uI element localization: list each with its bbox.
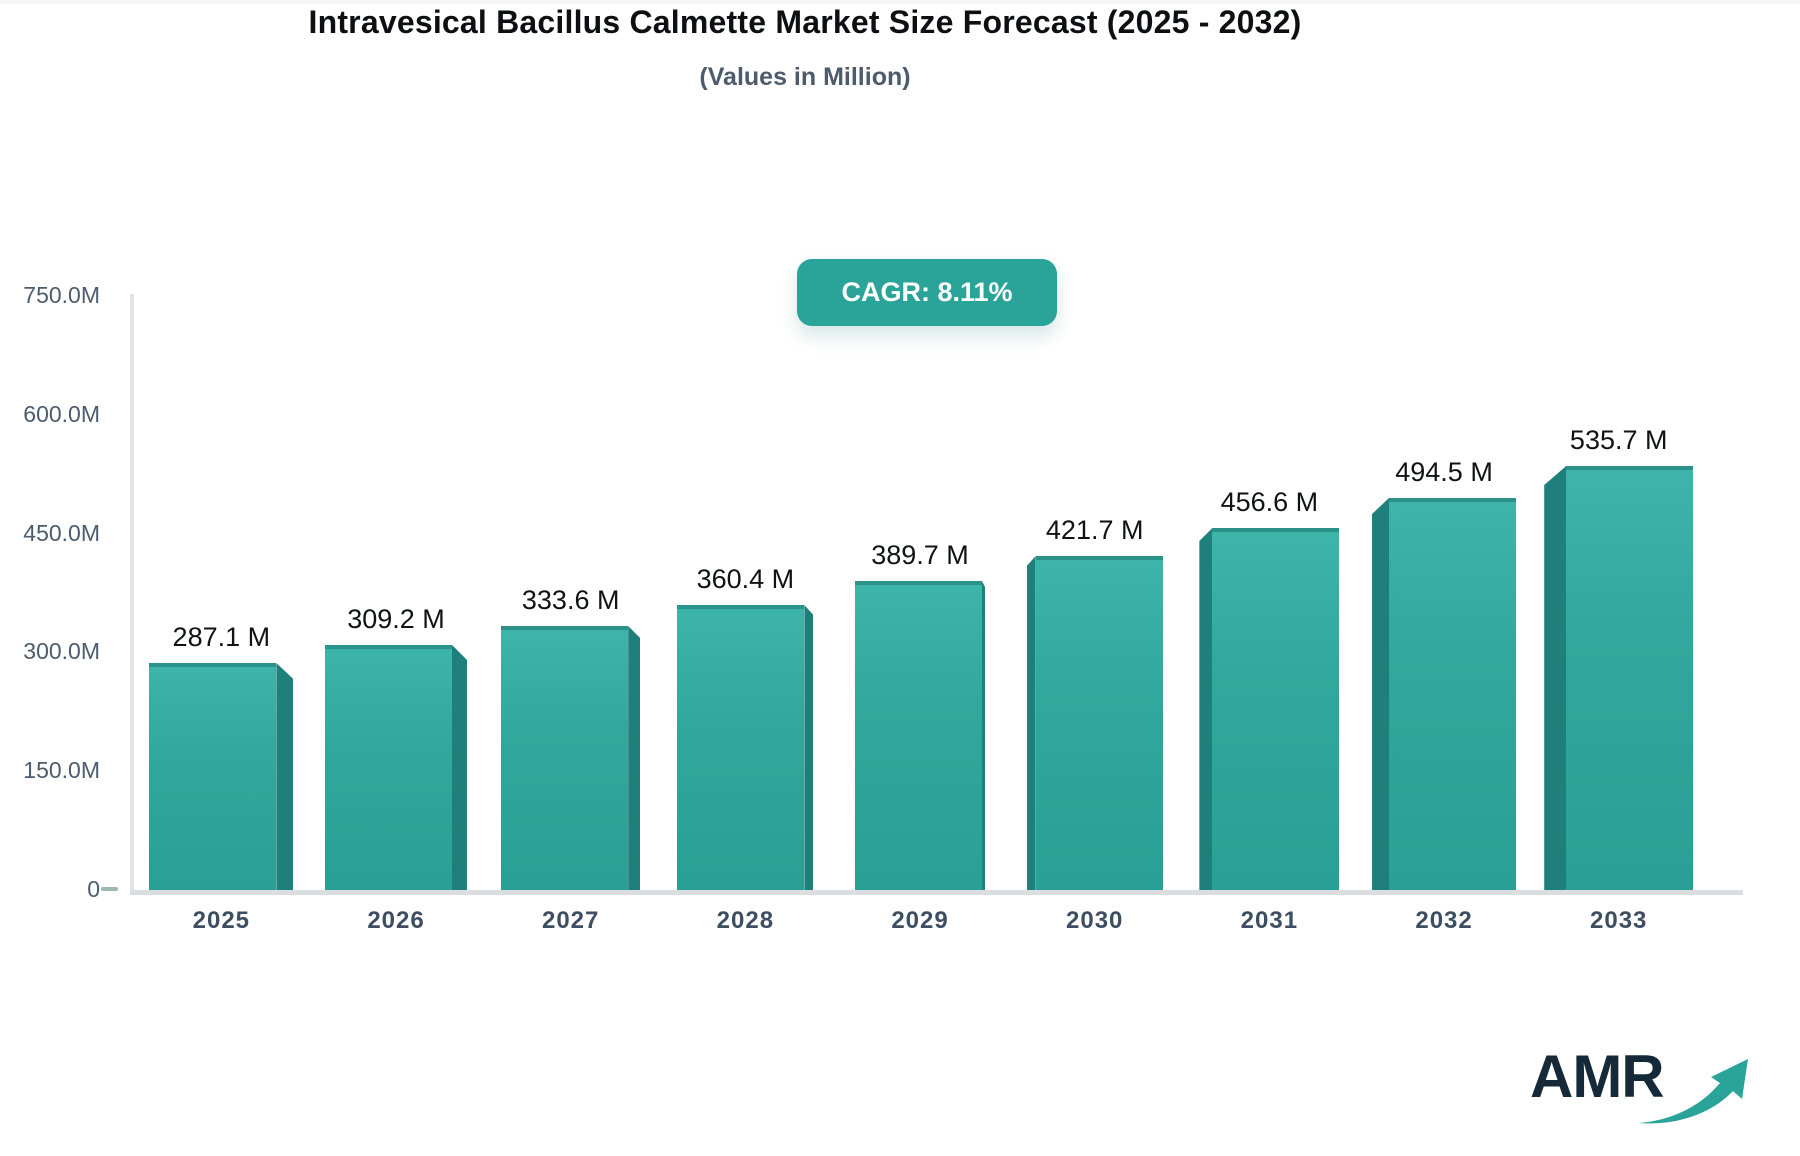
zero-tick-mark: [101, 887, 118, 891]
y-tick-label: 600.0M: [23, 401, 100, 427]
bar-face: [501, 626, 629, 890]
bar-2029: 389.7 M: [855, 540, 986, 890]
bar-face: [1389, 498, 1517, 890]
year-label-2027: 2027: [541, 907, 600, 934]
bars-area: 287.1 M 309.2 M 333.6 M 360.4 M 389.7 M 421.7…: [134, 4, 1706, 890]
bar-value-label: 389.7 M: [871, 540, 969, 570]
x-axis-labels: 2025 2026 2027 2028 2029 2030 2031 2032 2033: [134, 907, 1706, 935]
bar-side: [1544, 466, 1567, 890]
bar-side: [452, 645, 467, 890]
header: Intravesical Bacillus Calmette Market Si…: [0, 4, 1610, 92]
bar-value-label: 421.7 M: [1045, 515, 1144, 545]
bar-group-2032: 494.5 M: [1357, 4, 1532, 890]
amr-logo-text: AMR: [1530, 1043, 1665, 1110]
amr-logo: AMR: [1530, 1042, 1760, 1132]
bar-value-label: 287.1 M: [172, 622, 271, 652]
chart-subtitle: (Values in Million): [699, 63, 911, 91]
y-tick-label: 0: [87, 876, 100, 902]
bar-side: [982, 581, 986, 890]
year-label-2030: 2030: [1066, 907, 1124, 934]
bar-2027: 333.6 M: [501, 585, 641, 890]
cagr-badge-label: CAGR: 8.11%: [841, 277, 1013, 307]
y-tick-label: 300.0M: [23, 638, 100, 664]
bar-2033: 535.7 M: [1544, 425, 1694, 890]
bar-group-2033: 535.7 M: [1531, 4, 1706, 890]
y-tick-label: 450.0M: [23, 520, 100, 546]
bar-face: [1566, 466, 1694, 890]
y-tick-label: 150.0M: [23, 757, 100, 783]
year-label-2029: 2029: [891, 907, 949, 934]
chart-title: Intravesical Bacillus Calmette Market Si…: [308, 4, 1302, 40]
bar-2030: 421.7 M: [1026, 515, 1163, 890]
bar-value-label: 456.6 M: [1220, 487, 1319, 517]
bar-group-2025: 287.1 M: [134, 4, 309, 890]
bar-2025: 287.1 M: [149, 622, 294, 890]
bar-group-2031: 456.6 M: [1182, 4, 1357, 890]
bar-face: [1035, 556, 1163, 890]
year-label-2028: 2028: [716, 907, 775, 934]
x-axis-line: [130, 890, 1743, 895]
bar-group-2028: 360.4 M: [658, 4, 833, 890]
year-label-2033: 2033: [1590, 907, 1648, 934]
year-label-2025: 2025: [192, 907, 251, 934]
bar-side: [1372, 498, 1390, 890]
trend-up-arrow-icon: [1638, 1059, 1748, 1124]
bar-side: [1026, 556, 1036, 890]
bar-group-2027: 333.6 M: [483, 4, 658, 890]
bar-group-2026: 309.2 M: [309, 4, 484, 890]
year-label-2031: 2031: [1240, 907, 1299, 934]
bar-value-label: 309.2 M: [347, 604, 445, 634]
bar-2026: 309.2 M: [325, 604, 467, 890]
bar-face: [677, 605, 805, 890]
bar-side: [804, 605, 814, 890]
bar-side: [1199, 528, 1213, 890]
bar-value-label: 360.4 M: [696, 564, 795, 594]
bar-face: [855, 581, 983, 890]
bar-2028: 360.4 M: [677, 564, 814, 890]
cagr-badge: CAGR: 8.11%: [797, 259, 1057, 326]
y-axis-line: [130, 294, 134, 894]
bar-side: [276, 663, 294, 890]
bar-2032: 494.5 M: [1372, 457, 1517, 890]
bar-face: [325, 645, 452, 890]
bar-face: [1212, 528, 1340, 890]
y-tick-label: 750.0M: [23, 282, 100, 308]
bar-value-label: 494.5 M: [1395, 457, 1493, 487]
bar-side: [628, 626, 641, 890]
bar-group-2029: 389.7 M: [833, 4, 1008, 890]
year-label-2032: 2032: [1415, 907, 1473, 934]
bar-group-2030: 421.7 M: [1007, 4, 1182, 890]
bar-2031: 456.6 M: [1199, 487, 1340, 890]
bar-value-label: 333.6 M: [521, 585, 620, 615]
bar-face: [149, 663, 277, 890]
bar-value-label: 535.7 M: [1569, 425, 1668, 455]
year-label-2026: 2026: [367, 907, 425, 934]
